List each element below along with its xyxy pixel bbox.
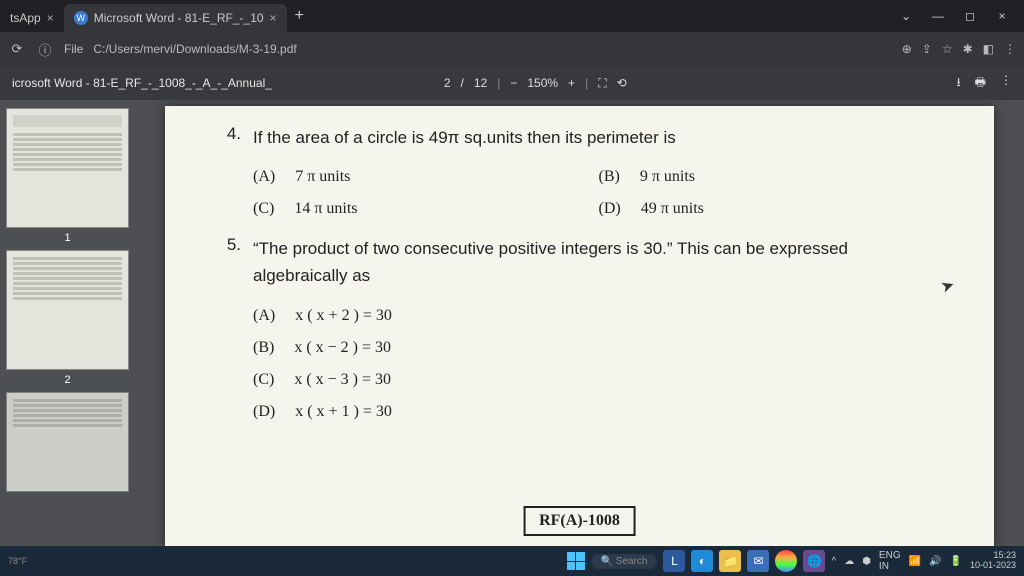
page-separator: / xyxy=(461,76,464,90)
option-c: (C) 14 π units xyxy=(253,193,599,225)
browser-tab[interactable]: tsApp × xyxy=(0,4,64,32)
taskbar-app-icon[interactable]: ◐ xyxy=(691,550,713,572)
maximize-icon[interactable]: ◻ xyxy=(956,9,984,23)
info-icon[interactable]: ⓘ xyxy=(36,40,54,59)
account-icon[interactable]: ◧ xyxy=(983,42,994,56)
chevron-down-icon[interactable]: ⌄ xyxy=(892,9,920,23)
taskbar-search[interactable]: 🔍 Search xyxy=(591,554,658,569)
url-text[interactable]: C:/Users/mervi/Downloads/M-3-19.pdf xyxy=(93,42,891,56)
option-d: (D) 49 π units xyxy=(599,193,945,225)
pdf-toolbar: icrosoft Word - 81-E_RF_-_1008_-_A_-_Ann… xyxy=(0,66,1024,100)
browser-tab-active[interactable]: W Microsoft Word - 81-E_RF_-_10 × xyxy=(64,4,287,32)
word-favicon-icon: W xyxy=(74,11,88,25)
tab-label: Microsoft Word - 81-E_RF_-_10 xyxy=(94,11,264,25)
cloud-icon[interactable]: ☁ xyxy=(844,556,854,567)
print-icon[interactable]: 🖶 xyxy=(975,73,986,94)
option-b: (B) x ( x − 2 ) = 30 xyxy=(253,332,944,364)
close-icon[interactable]: × xyxy=(270,11,277,25)
close-icon[interactable]: × xyxy=(47,11,54,25)
taskbar-app-icon[interactable]: 📁 xyxy=(719,550,741,572)
page-controls: 2 / 12 | − 150% + | ⛶ ⟲ xyxy=(444,76,627,91)
option-b: (B) 9 π units xyxy=(599,161,945,193)
question-text: “The product of two consecutive positive… xyxy=(253,235,944,289)
zoom-indicator-icon[interactable]: ⊕ xyxy=(902,42,912,56)
thumbnail-panel: 1 2 xyxy=(0,100,135,546)
menu-icon[interactable]: ⋮ xyxy=(1004,42,1016,56)
tab-label: tsApp xyxy=(10,11,41,25)
browser-titlebar: tsApp × W Microsoft Word - 81-E_RF_-_10 … xyxy=(0,0,1024,32)
minimize-icon[interactable]: — xyxy=(924,9,952,23)
more-icon[interactable]: ⋮ xyxy=(1000,73,1012,94)
volume-icon[interactable]: 🔊 xyxy=(929,556,941,567)
document-footer-code: RF(A)-1008 xyxy=(523,506,636,536)
option-a: (A) x ( x + 2 ) = 30 xyxy=(253,300,944,332)
tray-chevron-icon[interactable]: ^ xyxy=(831,556,836,567)
thumbnail-number: 1 xyxy=(6,232,129,244)
thumbnail-page[interactable] xyxy=(6,392,129,492)
star-icon[interactable]: ☆ xyxy=(942,42,953,56)
start-button[interactable] xyxy=(567,552,585,570)
thumbnail-number: 2 xyxy=(6,374,129,386)
option-list: (A) x ( x + 2 ) = 30 (B) x ( x − 2 ) = 3… xyxy=(253,300,944,428)
file-label: File xyxy=(64,42,83,56)
document-page: 4. If the area of a circle is 49π sq.uni… xyxy=(165,106,994,546)
windows-taskbar: 78°F 🔍 Search L ◐ 📁 ✉ 🌐 ^ ☁ ⬢ ENGIN 📶 🔊 … xyxy=(0,546,1024,576)
language-indicator[interactable]: ENGIN xyxy=(879,550,901,572)
taskbar-app-icon[interactable] xyxy=(775,550,797,572)
rotate-icon[interactable]: ⟲ xyxy=(617,76,627,90)
system-tray: ^ ☁ ⬢ ENGIN 📶 🔊 🔋 15:23 10-01-2023 xyxy=(831,550,1016,572)
page-viewport: 4. If the area of a circle is 49π sq.uni… xyxy=(135,100,1024,546)
page-current[interactable]: 2 xyxy=(444,76,451,90)
fit-page-icon[interactable]: ⛶ xyxy=(598,76,606,91)
weather-icon[interactable]: 78°F xyxy=(8,556,28,566)
option-grid: (A) 7 π units (B) 9 π units (C) 14 π uni… xyxy=(253,161,944,225)
onedrive-icon[interactable]: ⬢ xyxy=(862,556,871,567)
mouse-cursor-icon: ➤ xyxy=(938,274,957,297)
refresh-icon[interactable]: ⟳ xyxy=(8,41,26,57)
document-name: icrosoft Word - 81-E_RF_-_1008_-_A_-_Ann… xyxy=(12,76,272,90)
extension-icon[interactable]: ✱ xyxy=(963,42,973,56)
zoom-in-button[interactable]: + xyxy=(568,76,575,90)
question-text: If the area of a circle is 49π sq.units … xyxy=(253,124,944,151)
zoom-level[interactable]: 150% xyxy=(527,76,558,90)
page-total: 12 xyxy=(474,76,487,90)
thumbnail-page[interactable] xyxy=(6,250,129,370)
option-d: (D) x ( x + 1 ) = 30 xyxy=(253,396,944,428)
question-number: 4. xyxy=(215,124,253,151)
new-tab-button[interactable]: + xyxy=(287,7,312,25)
taskbar-clock[interactable]: 15:23 10-01-2023 xyxy=(970,551,1016,571)
pdf-viewer: 1 2 4. If the area of a circle is 49π sq… xyxy=(0,100,1024,546)
taskbar-app-icon[interactable]: ✉ xyxy=(747,550,769,572)
battery-icon[interactable]: 🔋 xyxy=(950,556,962,567)
taskbar-app-icon[interactable]: L xyxy=(663,550,685,572)
taskbar-app-icon[interactable]: 🌐 xyxy=(803,550,825,572)
address-bar: ⟳ ⓘ File C:/Users/mervi/Downloads/M-3-19… xyxy=(0,32,1024,66)
wifi-icon[interactable]: 📶 xyxy=(909,556,921,567)
option-a: (A) 7 π units xyxy=(253,161,599,193)
thumbnail-page[interactable] xyxy=(6,108,129,228)
download-icon[interactable]: ⭳ xyxy=(956,73,960,94)
question-number: 5. xyxy=(215,235,253,289)
share-icon[interactable]: ⇪ xyxy=(922,42,932,56)
zoom-out-button[interactable]: − xyxy=(510,76,517,90)
window-close-icon[interactable]: × xyxy=(988,9,1016,23)
option-c: (C) x ( x − 3 ) = 30 xyxy=(253,364,944,396)
